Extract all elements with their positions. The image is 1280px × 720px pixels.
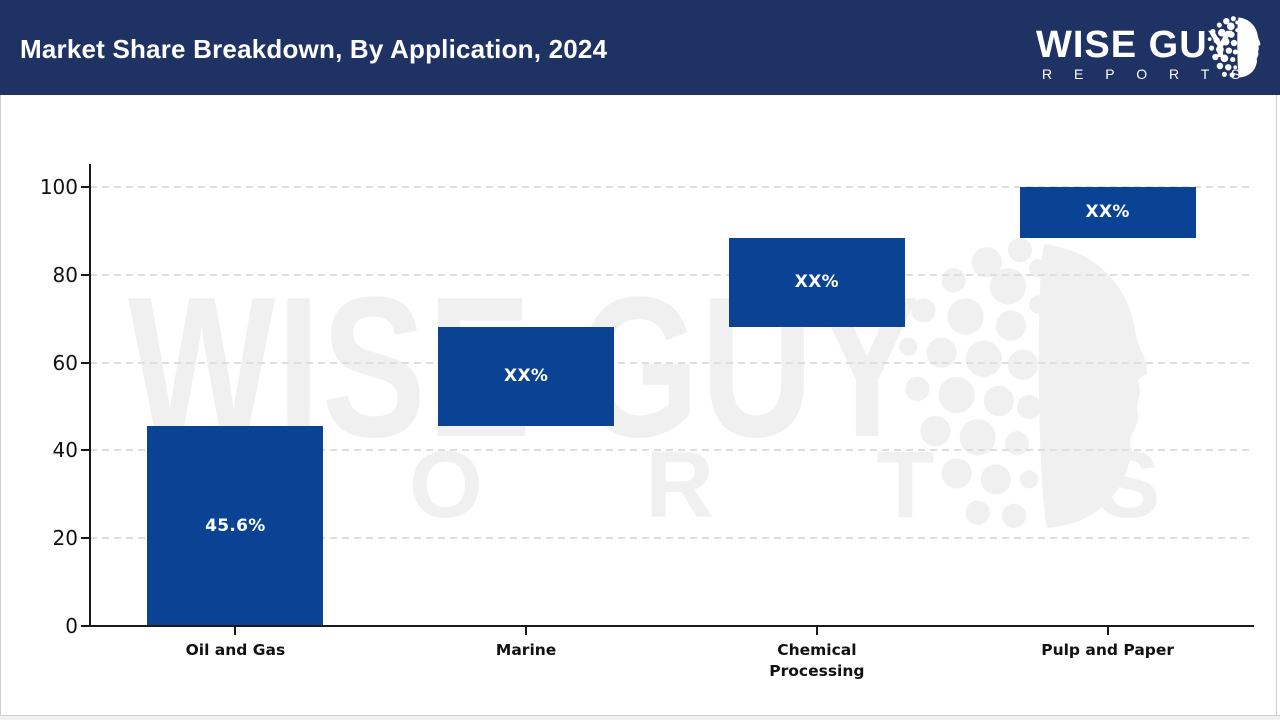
gridline [90, 537, 1253, 540]
brand-name-text: WISE GUY [1036, 24, 1235, 66]
bar-segment: 45.6% [147, 425, 324, 626]
brand-reports-text: R E P O R T S [1042, 66, 1250, 82]
brand-head-icon [1207, 16, 1261, 78]
gridline [90, 186, 1253, 188]
left-border [0, 95, 1, 716]
category-label: Pulp and Paper [1041, 641, 1175, 659]
y-tick-mark [81, 361, 90, 364]
gridline [90, 273, 1253, 276]
bar-segment: XX% [728, 237, 905, 327]
gridline [90, 449, 1253, 452]
x-axis-line [89, 625, 1254, 627]
category-label: Chemical Processing [769, 641, 865, 680]
y-axis-line [89, 164, 91, 627]
y-tick-mark [81, 273, 90, 276]
bottom-strip [0, 716, 1280, 720]
category-label: Oil and Gas [185, 641, 286, 659]
bar-segment: XX% [438, 326, 615, 426]
y-tick-label: 100 [39, 175, 78, 199]
y-tick-mark [81, 186, 90, 188]
y-tick-label: 0 [65, 614, 78, 638]
y-tick-label: 20 [52, 526, 78, 551]
y-tick-mark [81, 537, 90, 540]
bottom-rule [0, 715, 1280, 716]
y-tick-label: 60 [52, 350, 78, 375]
x-tick-mark [234, 627, 237, 635]
y-tick-label: 40 [52, 438, 78, 463]
category-label: Marine [495, 641, 557, 659]
bar-value-label: XX% [504, 366, 549, 387]
y-tick-label: 80 [52, 262, 78, 287]
bar-value-label: XX% [794, 272, 839, 293]
chart-title: Market Share Breakdown, By Application, … [20, 34, 608, 64]
bar-value-label: XX% [1085, 202, 1130, 223]
x-tick-mark [815, 627, 818, 635]
header-bar: Market Share Breakdown, By Application, … [0, 0, 1280, 95]
right-border [1276, 95, 1277, 716]
y-tick-mark [81, 625, 90, 627]
bar-value-label: 45.6% [205, 515, 266, 536]
gridline [90, 361, 1253, 364]
x-tick-mark [525, 627, 528, 635]
x-tick-mark [1106, 627, 1109, 635]
y-tick-mark [81, 449, 90, 452]
brand-logo: WISE GUY R E P O R T S [1036, 6, 1266, 92]
bar-segment: XX% [1019, 187, 1196, 238]
